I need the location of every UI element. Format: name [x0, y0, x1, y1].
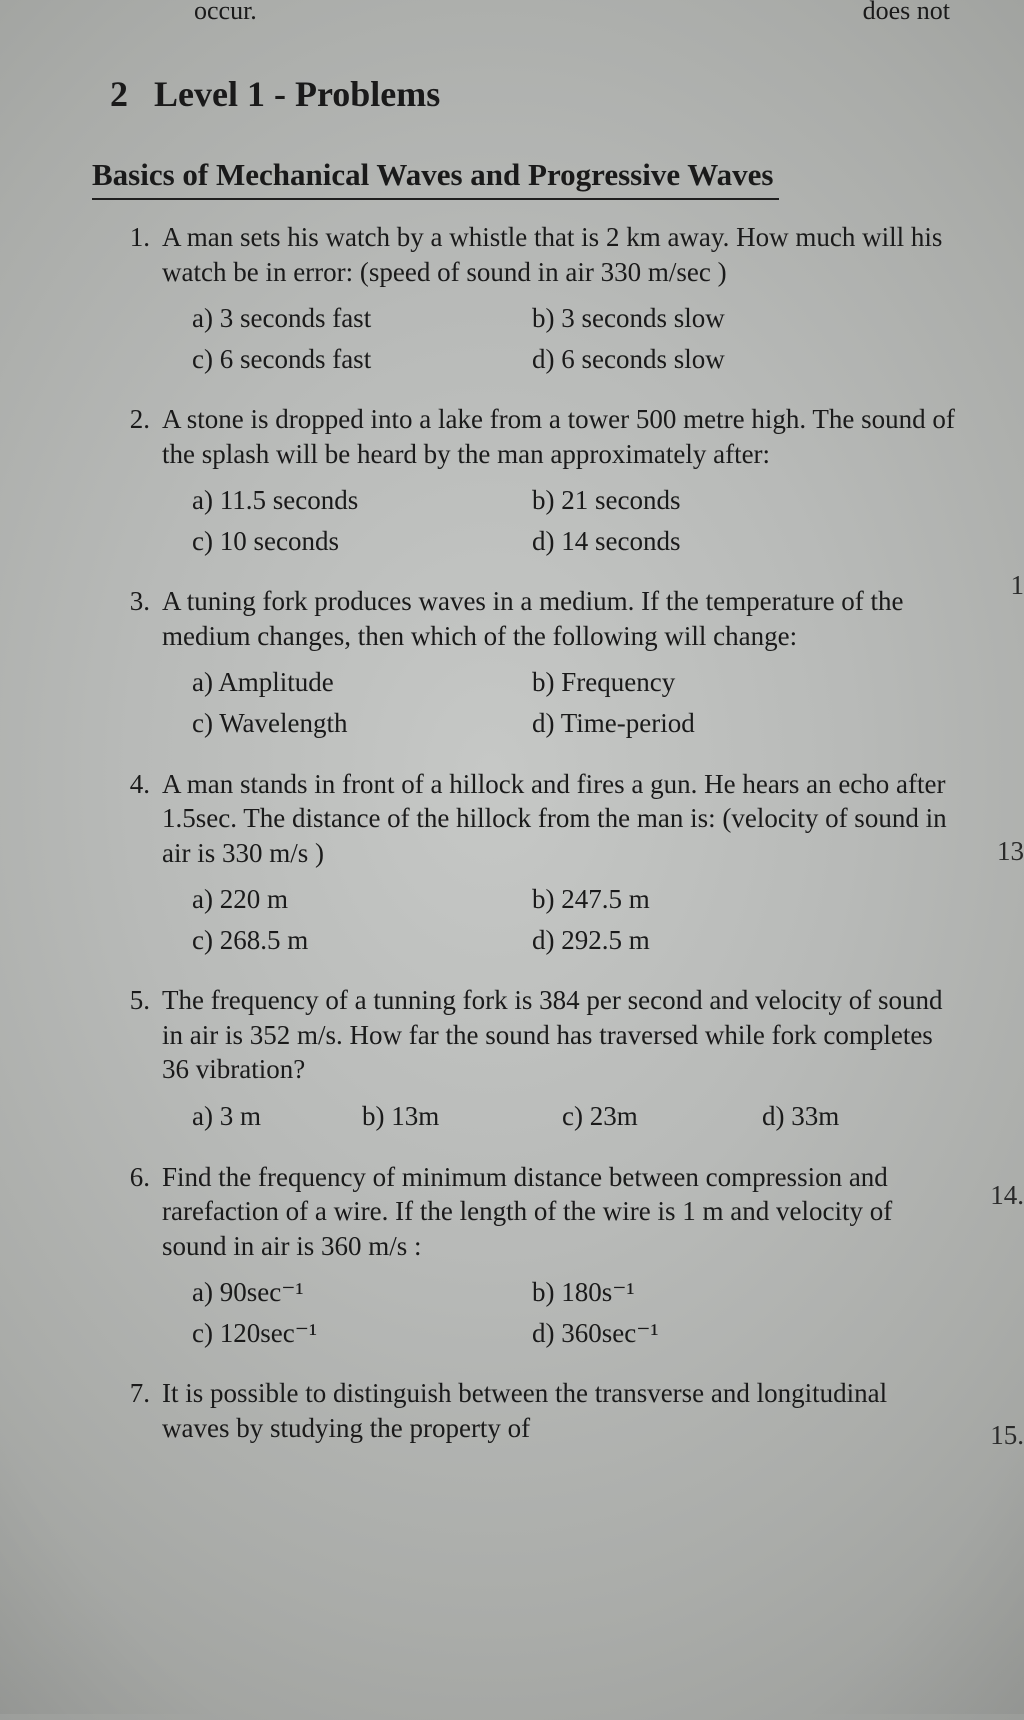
option-d: d) 292.5 m	[532, 923, 958, 958]
section-number: 2	[92, 71, 128, 117]
option-d: d) 6 seconds slow	[532, 342, 958, 377]
question-text: A man stands in front of a hillock and f…	[162, 767, 958, 871]
problem-list: 1. A man sets his watch by a whistle tha…	[92, 220, 958, 1445]
option-b: b) 247.5 m	[532, 882, 958, 917]
option-b: b) 180s⁻¹	[532, 1275, 958, 1310]
option-b: b) 3 seconds slow	[532, 301, 958, 336]
question-text: The frequency of a tunning fork is 384 p…	[162, 983, 958, 1087]
option-b: b) 13m	[362, 1099, 562, 1134]
option-d: d) Time-period	[532, 706, 958, 741]
question-text: A tuning fork produces waves in a medium…	[162, 584, 958, 653]
option-c: c) 120sec⁻¹	[192, 1316, 532, 1351]
problem-2: 1 2. A stone is dropped into a lake from…	[92, 402, 958, 558]
margin-number: 15.	[990, 1418, 1024, 1453]
question-number: 3.	[92, 584, 162, 619]
option-d: d) 360sec⁻¹	[532, 1316, 958, 1351]
margin-number: 14.	[990, 1178, 1024, 1213]
section-header: 2 Level 1 - Problems	[92, 71, 958, 117]
question-text: It is possible to distinguish between th…	[162, 1376, 958, 1445]
option-a: a) 90sec⁻¹	[192, 1275, 532, 1310]
option-a: a) 3 m	[192, 1099, 362, 1134]
option-c: c) 6 seconds fast	[192, 342, 532, 377]
option-a: a) 220 m	[192, 882, 532, 917]
question-number: 7.	[92, 1376, 162, 1411]
question-text: A man sets his watch by a whistle that i…	[162, 220, 958, 289]
problem-4: 4. A man stands in front of a hillock an…	[92, 767, 958, 958]
options: a) 11.5 seconds b) 21 seconds c) 10 seco…	[192, 483, 958, 558]
option-c: c) 23m	[562, 1099, 762, 1134]
option-d: d) 14 seconds	[532, 524, 958, 559]
subheading-wrap: Basics of Mechanical Waves and Progressi…	[92, 117, 958, 200]
options: a) 90sec⁻¹ b) 180s⁻¹ c) 120sec⁻¹ d) 360s…	[192, 1275, 958, 1350]
section-title: Level 1 - Problems	[154, 71, 440, 117]
question-text: Find the frequency of minimum distance b…	[162, 1160, 958, 1264]
question-number: 1.	[92, 220, 162, 255]
top-fragment: occur. does not	[92, 0, 958, 27]
option-a: a) 3 seconds fast	[192, 301, 532, 336]
fragment-left: occur.	[92, 0, 257, 27]
subheading: Basics of Mechanical Waves and Progressi…	[92, 155, 779, 200]
question-number: 5.	[92, 983, 162, 1018]
question-number: 6.	[92, 1160, 162, 1195]
options: a) 3 seconds fast b) 3 seconds slow c) 6…	[192, 301, 958, 376]
option-c: c) 10 seconds	[192, 524, 532, 559]
fragment-right: does not	[863, 0, 958, 27]
option-c: c) Wavelength	[192, 706, 532, 741]
question-text: A stone is dropped into a lake from a to…	[162, 402, 958, 471]
problem-5: 14. 5. The frequency of a tunning fork i…	[92, 983, 958, 1133]
options: a) 220 m b) 247.5 m c) 268.5 m d) 292.5 …	[192, 882, 958, 957]
question-number: 2.	[92, 402, 162, 437]
problem-7: 7. It is possible to distinguish between…	[92, 1376, 958, 1445]
problem-3: 13 3. A tuning fork produces waves in a …	[92, 584, 958, 740]
option-b: b) Frequency	[532, 665, 958, 700]
option-b: b) 21 seconds	[532, 483, 958, 518]
options: a) 3 m b) 13m c) 23m d) 33m	[192, 1099, 958, 1134]
problem-6: 15. 6. Find the frequency of minimum dis…	[92, 1160, 958, 1351]
option-d: d) 33m	[762, 1099, 958, 1134]
option-a: a) 11.5 seconds	[192, 483, 532, 518]
option-a: a) Amplitude	[192, 665, 532, 700]
options: a) Amplitude b) Frequency c) Wavelength …	[192, 665, 958, 740]
margin-number: 13	[997, 834, 1024, 869]
option-c: c) 268.5 m	[192, 923, 532, 958]
margin-number: 1	[1011, 568, 1024, 603]
question-number: 4.	[92, 767, 162, 802]
page: occur. does not 2 Level 1 - Problems Bas…	[0, 0, 1024, 1445]
problem-1: 1. A man sets his watch by a whistle tha…	[92, 220, 958, 376]
